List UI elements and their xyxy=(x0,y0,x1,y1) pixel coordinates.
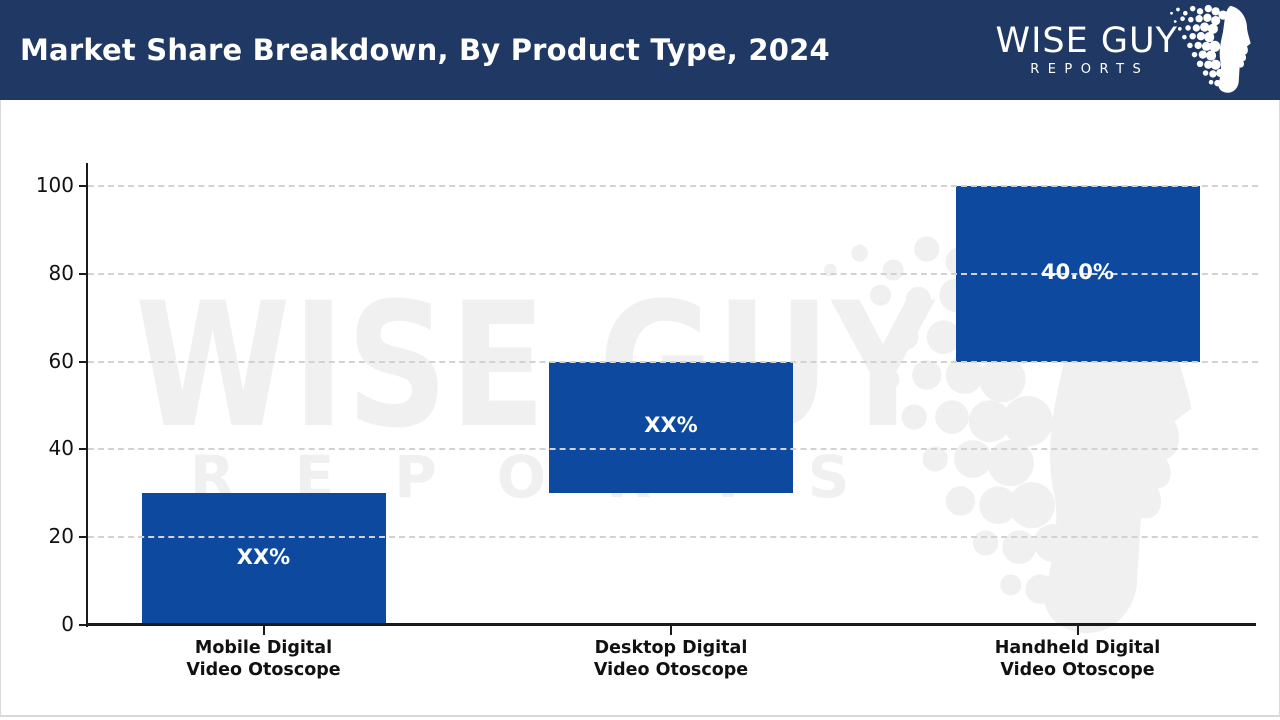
y-axis-line xyxy=(86,163,88,627)
x-axis-tick xyxy=(670,626,672,635)
y-axis-tick-label: 0 xyxy=(61,612,74,636)
category-label-line: Video Otoscope xyxy=(1000,659,1155,680)
chart-title: Market Share Breakdown, By Product Type,… xyxy=(20,33,830,67)
category-label-line: Desktop Digital xyxy=(594,638,748,658)
bar-segment xyxy=(549,361,793,494)
logo-head-icon xyxy=(1170,4,1251,93)
bar-value-label: XX% xyxy=(236,545,291,570)
y-axis-tick xyxy=(79,185,87,187)
category-label-line: Video Otoscope xyxy=(186,659,341,680)
left-border xyxy=(0,100,1,717)
x-axis-tick xyxy=(1076,626,1079,635)
x-axis-category-label: Mobile Digital Video Otoscope xyxy=(104,638,424,682)
x-axis-category-label: Desktop Digital Video Otoscope xyxy=(511,638,831,682)
gridline xyxy=(88,536,1258,539)
y-axis-tick-label: 40 xyxy=(48,436,74,461)
watermark-wordmark: WISE GUY xyxy=(135,265,936,466)
gridline xyxy=(88,448,1258,451)
y-axis-tick xyxy=(79,536,87,539)
logo-wordmark: WISE GUY xyxy=(995,21,1178,61)
gridline xyxy=(88,185,1258,187)
x-axis-category-label: Handheld Digital Video Otoscope xyxy=(918,638,1238,682)
bar-segment xyxy=(141,493,386,625)
bar-value-label: XX% xyxy=(644,413,698,438)
x-axis-line xyxy=(87,623,1256,626)
wiseguy-logo: WISE GUY REPORTS xyxy=(995,4,1258,96)
y-axis-tick xyxy=(79,360,87,363)
logo-text: WISE GUY REPORTS xyxy=(995,21,1178,77)
y-axis-tick-label: 20 xyxy=(48,524,74,549)
y-axis-tick-label: 60 xyxy=(48,348,74,373)
header-bar: Market Share Breakdown, By Product Type,… xyxy=(0,0,1280,100)
y-axis-tick xyxy=(79,624,87,626)
bar-value-label: 40.0% xyxy=(1041,259,1114,284)
y-axis-tick xyxy=(79,448,87,451)
plot-area: WISE GUY REPORTS 020406080100XX%XX%40.0%… xyxy=(0,100,1280,716)
category-label-line: Mobile Digital xyxy=(194,638,333,658)
x-axis-tick xyxy=(262,626,265,635)
y-axis-tick xyxy=(79,272,87,275)
y-axis-tick-label: 100 xyxy=(35,173,74,197)
logo-subtext: REPORTS xyxy=(1030,62,1150,77)
bottom-border xyxy=(0,715,1280,717)
gridline xyxy=(88,360,1258,363)
gridline xyxy=(88,272,1258,275)
y-axis-tick-label: 80 xyxy=(48,260,74,285)
category-label-line: Handheld Digital xyxy=(994,638,1161,658)
category-label-line: Video Otoscope xyxy=(593,659,749,680)
